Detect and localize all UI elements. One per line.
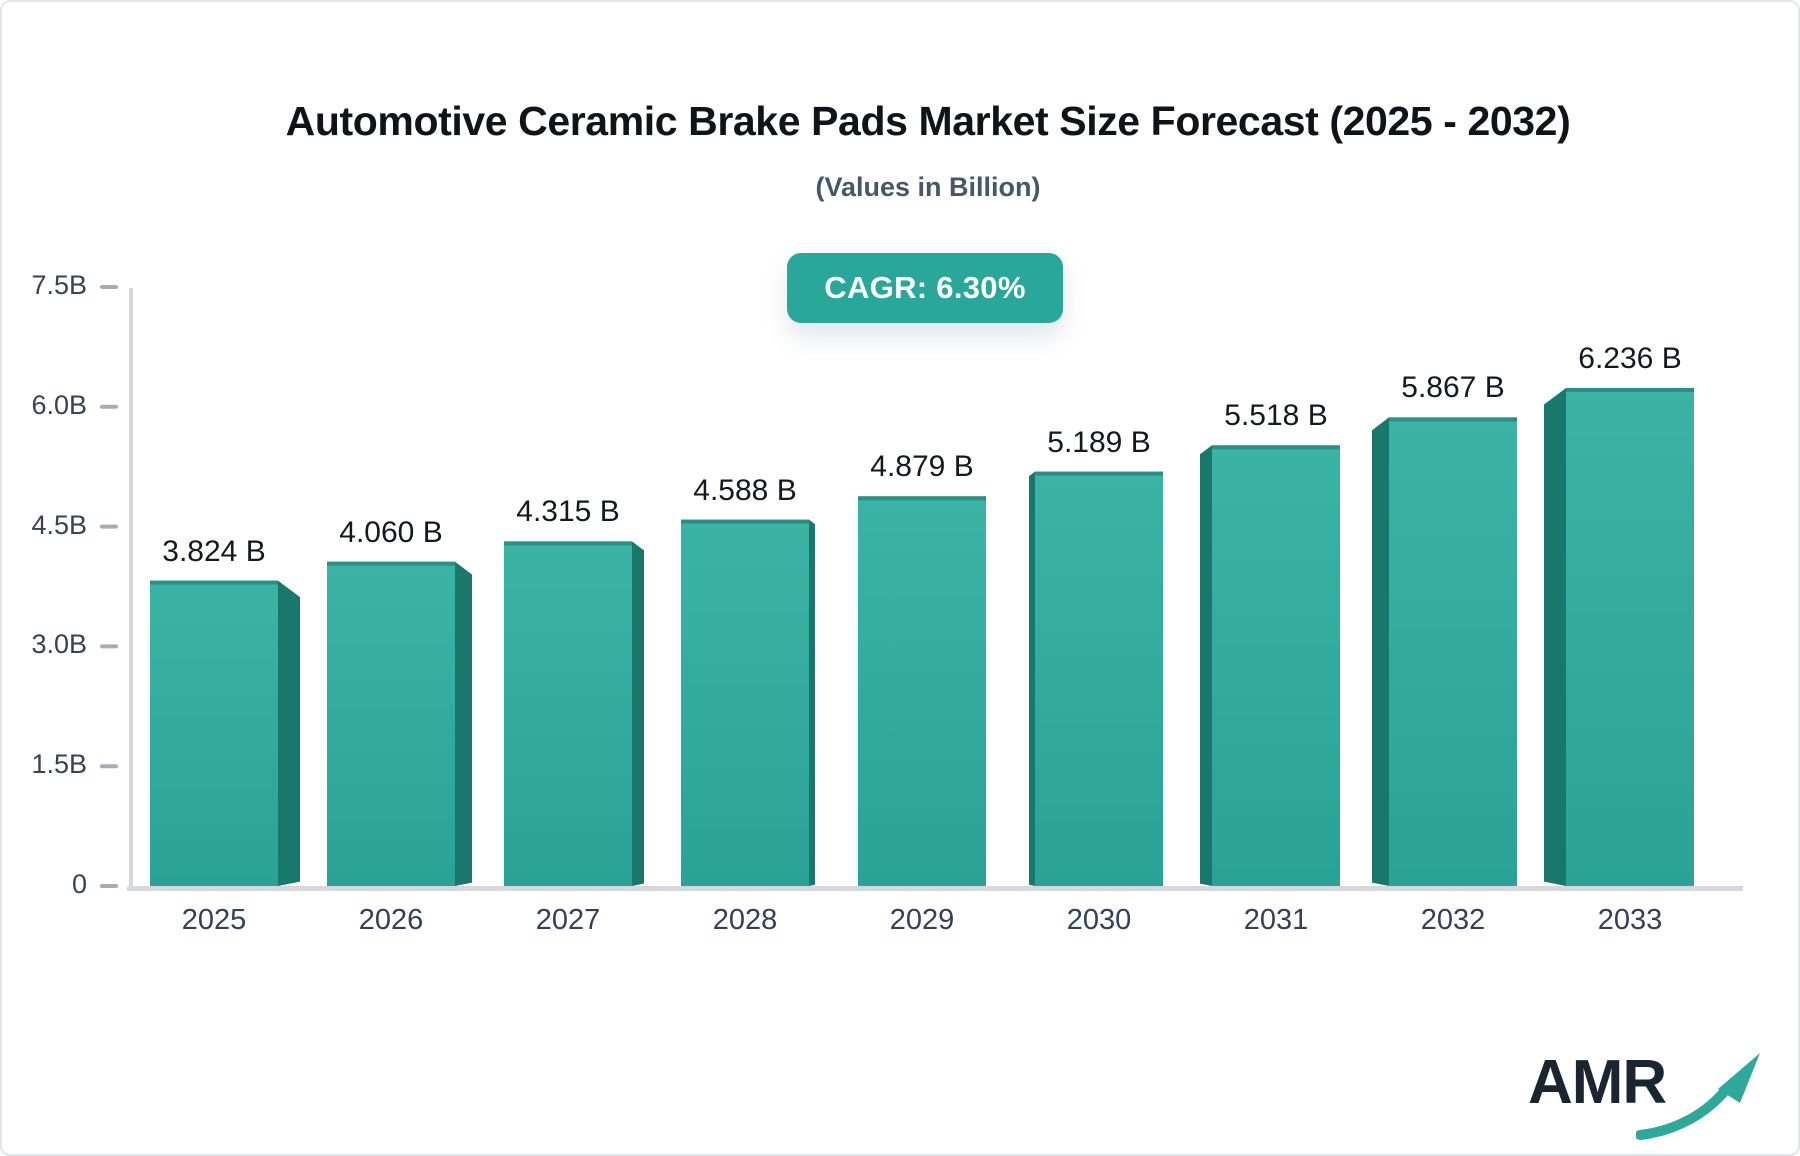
bar-top-edge [150,580,278,585]
bar-side-face [1544,388,1566,886]
bar-value-label: 4.588 B [693,474,797,507]
amr-logo-text: AMR [1528,1048,1667,1117]
y-axis-label: 0 [71,869,87,899]
bar-value-label: 4.879 B [870,450,974,483]
bar-value-label: 5.518 B [1224,399,1328,432]
bar-2027 [504,541,632,886]
bar-series [150,388,1694,886]
x-axis-label-2029: 2029 [889,904,955,936]
x-axis-label-2033: 2033 [1597,904,1663,936]
y-axis-label: 7.5B [31,270,87,300]
growth-arrow-icon [1636,1053,1760,1140]
y-axis-tick [100,764,118,769]
bar-side-face [1029,471,1035,886]
bar-side-face [809,519,815,886]
chart-title: Automotive Ceramic Brake Pads Market Siz… [285,98,1571,144]
y-axis-tick [100,884,118,888]
x-axis-label-2032: 2032 [1420,904,1486,936]
y-axis-label: 6.0B [31,390,87,420]
y-axis-label: 3.0B [31,629,87,659]
cagr-badge: CAGR: 6.30% [787,253,1063,323]
y-axis-tick [100,644,118,649]
x-axis-line [127,886,1743,891]
bar-2025 [150,580,278,886]
x-axis-label-2027: 2027 [535,904,601,936]
bar-top-edge [1566,388,1694,392]
bar-2028 [681,519,809,886]
bar-side-face [278,580,300,886]
bar-side-face [455,561,472,886]
bar-2029 [858,496,986,886]
bar-2031 [1212,445,1340,886]
y-axis-label: 1.5B [31,749,87,779]
chart-subtitle: (Values in Billion) [815,172,1041,202]
y-axis-tick [100,285,118,289]
x-axis-label-2030: 2030 [1066,904,1132,936]
y-axis-line [129,288,133,890]
y-axis-tick [100,404,118,409]
bar-side-face [1200,445,1212,886]
bar-value-label: 3.824 B [162,535,266,568]
bar-top-edge [858,496,986,501]
axes [100,285,1743,891]
bar-top-edge [1035,471,1163,476]
bar-2026 [327,561,455,886]
y-axis-label: 4.5B [31,510,87,540]
bar-value-label: 4.315 B [516,495,620,528]
bar-top-edge [681,519,809,524]
amr-logo: AMR [1518,1035,1760,1140]
bar-value-label: 5.867 B [1401,371,1505,404]
x-axis-label-2026: 2026 [358,904,424,936]
x-axis-label-2028: 2028 [712,904,778,936]
bar-value-label: 6.236 B [1578,342,1682,375]
bar-side-face [1372,417,1389,886]
bar-2032 [1389,417,1517,886]
bar-value-label: 5.189 B [1047,426,1151,459]
bar-top-edge [504,541,632,546]
bar-2030 [1035,471,1163,886]
cagr-badge-label: CAGR: 6.30% [824,270,1026,305]
bar-value-label: 4.060 B [339,516,443,549]
bar-top-edge [1389,417,1517,422]
bar-top-edge [327,561,455,566]
y-axis-tick [100,524,118,529]
x-axis-label-2025: 2025 [181,904,247,936]
bar-2033 [1566,388,1694,886]
bar-side-face [632,541,644,886]
x-axis-label-2031: 2031 [1243,904,1309,936]
bar-top-edge [1212,445,1340,450]
